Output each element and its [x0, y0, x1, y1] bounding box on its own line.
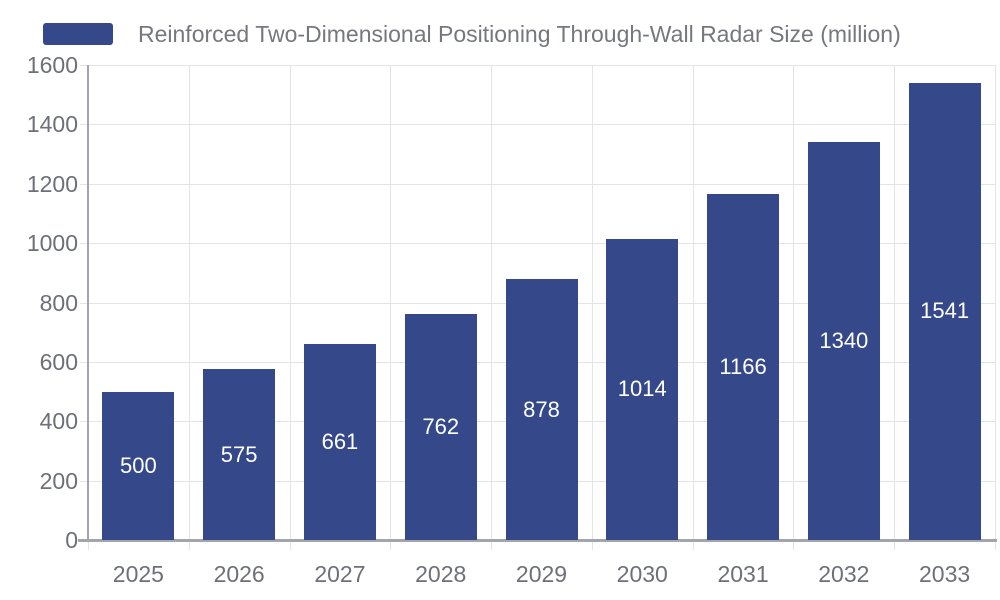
x-axis-tick: [289, 542, 291, 550]
gridline-v: [591, 65, 593, 540]
x-axis-tick: [491, 542, 493, 550]
gridline-v: [692, 65, 694, 540]
x-axis-tick: [88, 542, 89, 550]
x-axis-tick-label: 2028: [415, 561, 467, 587]
gridline-v: [995, 65, 996, 540]
y-axis-tick-label: 800: [39, 289, 78, 316]
x-axis-tick: [894, 542, 896, 550]
x-axis-tick: [188, 542, 190, 550]
y-axis-tick-label: 1200: [26, 170, 78, 197]
bar-2033[interactable]: 1541: [908, 82, 981, 540]
bar-2029[interactable]: 878: [505, 279, 578, 540]
x-axis-tick-label: 2032: [818, 561, 870, 587]
gridline-v: [289, 65, 291, 540]
bar-value-label: 500: [120, 452, 157, 478]
x-axis-tick-label: 2030: [616, 561, 668, 587]
bar-2028[interactable]: 762: [404, 313, 477, 540]
legend[interactable]: Reinforced Two-Dimensional Positioning T…: [0, 0, 1000, 50]
gridline-h: [80, 243, 995, 245]
bar-value-label: 575: [220, 441, 258, 467]
gridline-v: [894, 65, 896, 540]
y-axis-tick-label: 200: [39, 467, 78, 494]
y-axis-tick-label: 1400: [26, 111, 78, 138]
x-axis-tick-label: 2033: [919, 561, 971, 587]
x-axis-tick-label: 2031: [717, 561, 769, 587]
y-axis-tick-label: 600: [39, 348, 78, 375]
gridline-v: [390, 65, 392, 540]
x-axis-tick: [692, 542, 694, 550]
bar-2027[interactable]: 661: [303, 343, 376, 540]
y-axis-tick-label: 1000: [26, 230, 78, 257]
legend-label: Reinforced Two-Dimensional Positioning T…: [138, 21, 901, 47]
bar-value-label: 661: [321, 428, 359, 454]
gridline-h: [80, 124, 995, 126]
bar-2025[interactable]: 500: [102, 391, 175, 540]
x-axis-tick-label: 2025: [112, 561, 164, 587]
bar-2026[interactable]: 575: [203, 369, 276, 540]
bar-value-label: 878: [523, 396, 560, 422]
x-axis-tick-label: 2026: [213, 561, 265, 587]
x-axis-tick-label: 2029: [515, 561, 568, 587]
gridline-v: [188, 65, 190, 540]
x-axis-tick: [995, 542, 996, 550]
x-axis-tick-label: 2027: [314, 561, 366, 587]
x-axis-tick: [591, 542, 593, 550]
bar-value-label: 762: [422, 413, 460, 439]
y-axis-tick-label: 1600: [26, 52, 78, 78]
bar-2032[interactable]: 1340: [807, 142, 880, 540]
bar-value-label: 1340: [819, 328, 869, 354]
y-axis-tick-label: 400: [39, 408, 78, 435]
gridline-v: [491, 65, 493, 540]
gridline-h: [80, 183, 995, 185]
gridline-v: [793, 65, 795, 540]
y-axis-line: [87, 65, 89, 540]
bar-2030[interactable]: 1014: [606, 238, 679, 540]
bar-value-label: 1166: [719, 353, 767, 379]
x-axis-tick: [390, 542, 392, 550]
x-axis-tick: [793, 542, 795, 550]
bar-value-label: 1541: [920, 298, 970, 324]
gridline-h: [80, 65, 995, 66]
bar-value-label: 1014: [617, 376, 667, 402]
y-axis-tick-label: 0: [65, 527, 78, 553]
x-axis-line: [78, 539, 997, 542]
legend-swatch[interactable]: [43, 23, 113, 45]
bar-2031[interactable]: 1166: [707, 193, 780, 540]
